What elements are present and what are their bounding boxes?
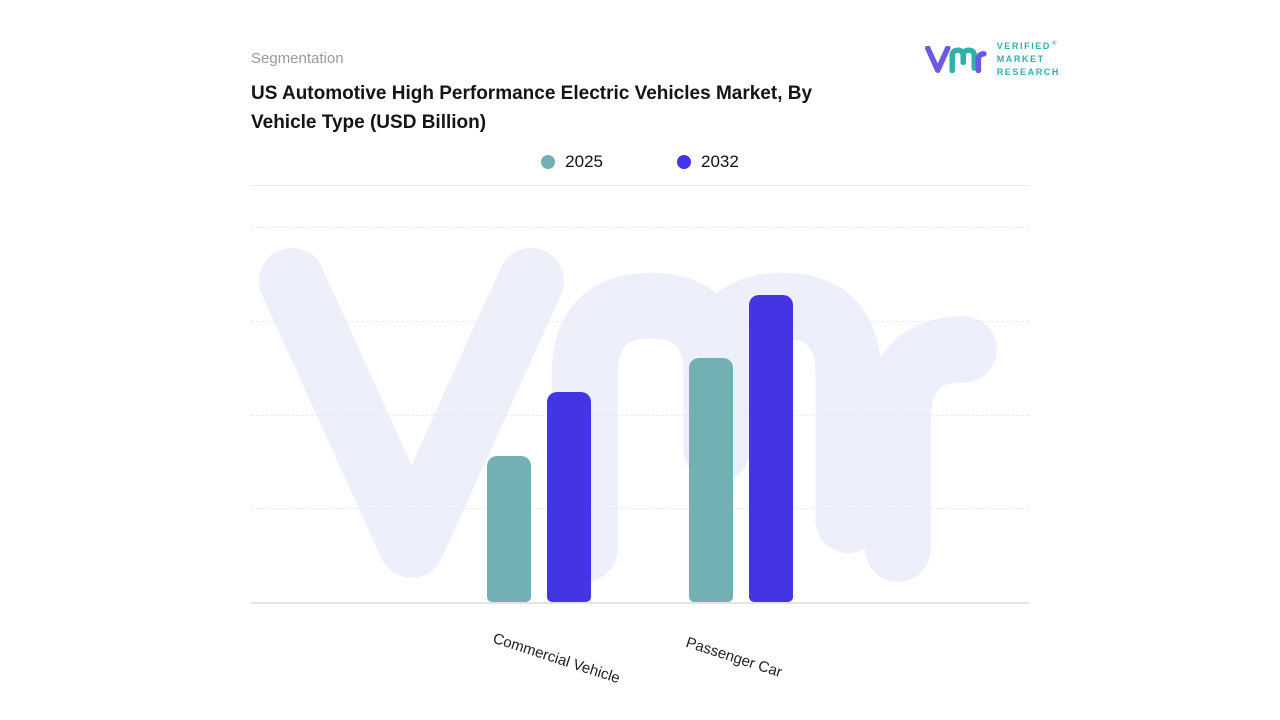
vmr-watermark-icon (259, 247, 997, 582)
legend-label-2032: 2032 (701, 152, 739, 171)
legend-swatch-2025 (541, 155, 556, 169)
brand-line-verified: VERIFIED (996, 41, 1051, 51)
chart-title: US Automotive High Performance Electric … (251, 83, 813, 134)
vmr-monogram-icon (924, 46, 987, 74)
brand-line-market: MARKET (996, 54, 1045, 65)
gridline (251, 508, 1029, 510)
registered-mark: ® (1052, 41, 1057, 47)
legend-label-2025: 2025 (565, 152, 603, 171)
bar-commercial-vehicle-2032 (547, 392, 591, 602)
bar-commercial-vehicle-2025 (487, 455, 531, 602)
brand-logo: VERIFIED® MARKET RESEARCH (924, 40, 1060, 79)
x-axis-label-commercial-vehicle: Commercial Vehicle (490, 630, 623, 688)
bar-passenger-car-2032 (749, 294, 793, 602)
bar-passenger-car-2025 (689, 358, 733, 602)
legend: 2025 2032 (251, 149, 1029, 175)
legend-swatch-2032 (677, 155, 691, 169)
gridline (251, 414, 1029, 416)
legend-item-2032: 2032 (677, 152, 739, 172)
legend-item-2025: 2025 (541, 152, 603, 172)
gridline (251, 320, 1029, 322)
bar-chart (251, 227, 1029, 604)
brand-name: VERIFIED® MARKET RESEARCH (997, 40, 1060, 79)
gridline (251, 227, 1029, 228)
brand-line-research: RESEARCH (996, 67, 1060, 78)
x-axis-label-passenger-car: Passenger Car (683, 634, 785, 682)
header-divider (251, 185, 1029, 186)
eyebrow-segmentation: Segmentation (251, 50, 344, 67)
